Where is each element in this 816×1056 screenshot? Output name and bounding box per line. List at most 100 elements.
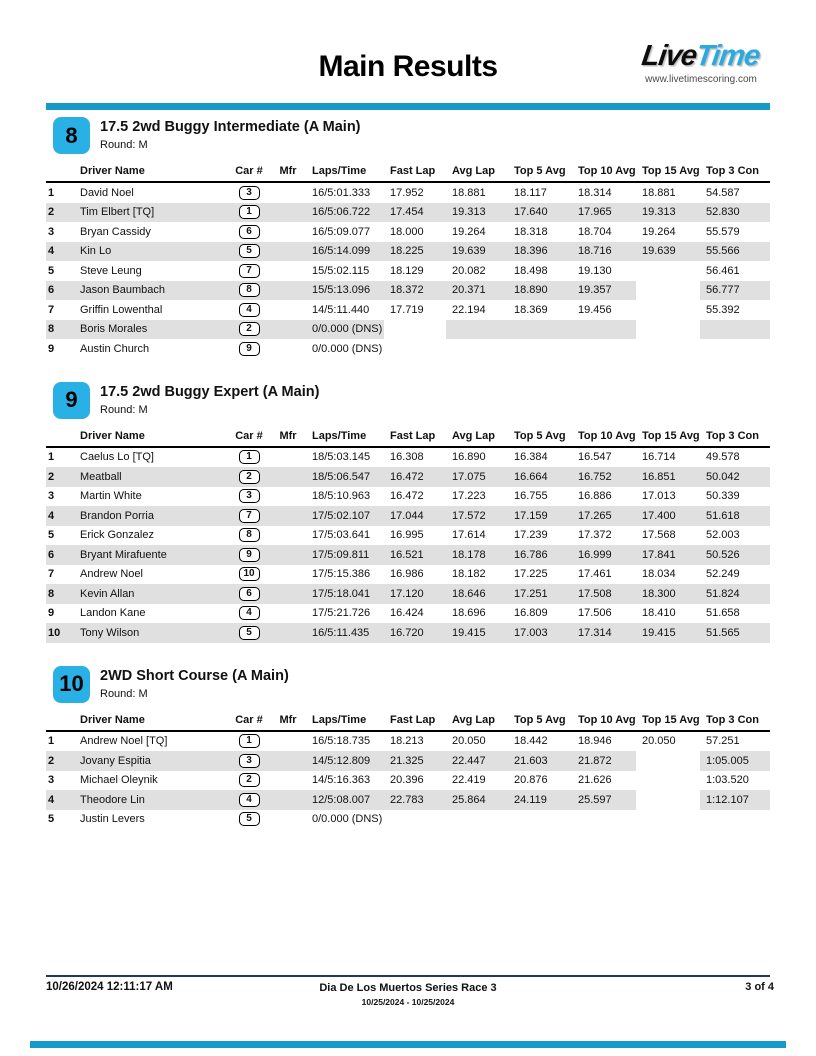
table-row: 1 David Noel 3 16/5:01.333 17.952 18.881 18.11… — [46, 182, 770, 203]
column-header-avg: Avg Lap — [446, 163, 508, 183]
mfr-cell — [270, 623, 306, 643]
car-cell: 3 — [228, 751, 270, 771]
fast-cell: 20.396 — [390, 774, 424, 787]
top5-cell: 16.664 — [508, 467, 572, 487]
mfr-cell — [270, 222, 306, 242]
fast-cell: 16.424 — [390, 607, 424, 620]
avg-cell: 17.614 — [452, 529, 486, 542]
car-number-badge: 8 — [238, 528, 260, 543]
top15-cell — [636, 280, 700, 300]
fast-cell: 18.225 — [384, 241, 446, 261]
section-title: 17.5 2wd Buggy Intermediate (A Main) — [100, 119, 361, 135]
top3-cell: 57.251 — [706, 735, 740, 748]
avg-cell: 19.415 — [446, 623, 508, 643]
column-header-top15: Top 15 Avg — [636, 711, 700, 732]
column-header-top5: Top 5 Avg — [508, 163, 572, 183]
laps-cell: 17/5:03.641 — [312, 529, 371, 542]
footer-event-name: Dia De Los Muertos Series Race 3 — [319, 982, 497, 994]
car-number-badge: 3 — [238, 489, 260, 504]
table-row: 10 Tony Wilson 5 16/5:11.435 16.720 19.415 17.… — [46, 623, 770, 643]
laps-cell: 18/5:03.145 — [312, 451, 371, 464]
avg-cell: 20.082 — [452, 264, 486, 277]
mfr-cell — [270, 261, 306, 281]
footer-print-timestamp: 10/26/2024 12:11:17 AM — [46, 981, 173, 993]
fast-cell: 17.719 — [390, 303, 424, 316]
laps-cell: 0/0.000 (DNS) — [306, 319, 384, 339]
driver-cell: Martin White — [80, 490, 142, 503]
top5-cell — [508, 319, 572, 339]
fast-cell: 18.213 — [390, 735, 424, 748]
top5-cell: 17.159 — [508, 506, 572, 526]
results-area: 8 17.5 2wd Buggy Intermediate (A Main) Rou… — [46, 116, 770, 851]
top15-cell: 17.013 — [642, 490, 676, 503]
fast-cell: 18.372 — [384, 280, 446, 300]
column-header-fast: Fast Lap — [384, 163, 446, 183]
avg-cell: 22.194 — [452, 303, 486, 316]
mfr-cell — [270, 319, 306, 339]
mfr-cell — [270, 565, 306, 585]
top15-cell — [636, 790, 700, 810]
table-row: 6 Jason Baumbach 8 15/5:13.096 18.372 20.371 1… — [46, 280, 770, 300]
table-row: 4 Kin Lo 5 16/5:14.099 18.225 19.639 18.396 18.… — [46, 241, 770, 261]
top10-cell: 18.704 — [578, 225, 612, 238]
top5-cell — [508, 810, 572, 830]
top15-cell — [636, 751, 700, 771]
avg-cell: 19.639 — [446, 241, 508, 261]
car-cell: 6 — [228, 584, 270, 604]
top15-cell — [636, 339, 700, 359]
car-cell: 9 — [228, 545, 270, 565]
fast-cell: 16.720 — [384, 623, 446, 643]
table-row: 4 Brandon Porria 7 17/5:02.107 17.044 17.572 1… — [46, 506, 770, 526]
position-cell: 5 — [48, 264, 55, 277]
logo-live-text: Live — [640, 40, 699, 72]
mfr-cell — [270, 810, 306, 830]
car-cell: 3 — [228, 487, 270, 507]
table-header-row: Driver Name Car # Mfr Laps/Time Fast Lap Avg … — [46, 427, 770, 448]
driver-cell: Austin Church — [80, 342, 150, 355]
fast-cell: 16.308 — [390, 451, 424, 464]
top10-cell: 19.130 — [578, 264, 612, 277]
laps-cell: 17/5:02.107 — [306, 506, 384, 526]
laps-cell: 14/5:11.440 — [312, 303, 370, 316]
avg-cell: 18.881 — [452, 186, 486, 199]
section-number-badge: 10 — [53, 665, 90, 703]
car-cell: 3 — [228, 182, 270, 203]
fast-cell: 16.986 — [390, 568, 424, 581]
position-cell: 3 — [48, 490, 55, 503]
top5-cell: 16.809 — [514, 607, 548, 620]
driver-cell: David Noel — [80, 186, 134, 199]
avg-cell: 19.264 — [452, 225, 486, 238]
avg-cell: 19.313 — [446, 202, 508, 222]
top5-cell: 16.786 — [508, 545, 572, 565]
driver-cell: Justin Levers — [80, 813, 145, 826]
top5-cell: 17.225 — [514, 568, 548, 581]
mfr-cell — [270, 202, 306, 222]
column-header-driver: Driver Name — [78, 427, 228, 448]
top10-cell: 21.626 — [578, 774, 612, 787]
top10-cell — [572, 810, 636, 830]
driver-cell: Boris Morales — [78, 319, 228, 339]
top5-cell — [508, 339, 572, 359]
fast-cell: 16.472 — [390, 490, 424, 503]
page-title: Main Results — [318, 50, 498, 83]
table-row: 6 Bryant Mirafuente 9 17/5:09.811 16.521 18.1… — [46, 545, 770, 565]
top5-cell: 18.442 — [514, 735, 548, 748]
driver-cell: Bryant Mirafuente — [78, 545, 228, 565]
laps-cell: 16/5:14.099 — [306, 241, 384, 261]
top10-cell — [572, 339, 636, 359]
table-row: 2 Tim Elbert [TQ] 1 16/5:06.722 17.454 19.313… — [46, 202, 770, 222]
position-cell: 3 — [48, 774, 55, 787]
top10-cell: 19.456 — [578, 303, 612, 316]
car-number-badge: 7 — [238, 508, 260, 523]
mfr-cell — [270, 241, 306, 261]
laps-cell: 16/5:09.077 — [312, 225, 371, 238]
driver-cell: Brandon Porria — [78, 506, 228, 526]
car-number-badge: 1 — [238, 734, 260, 749]
fast-cell: 16.472 — [384, 467, 446, 487]
driver-cell: Michael Oleynik — [80, 774, 158, 787]
laps-cell: 17/5:15.386 — [312, 568, 371, 581]
driver-cell: Kevin Allan — [78, 584, 228, 604]
livetime-logo-text: LiveTime — [640, 40, 762, 73]
table-row: 3 Michael Oleynik 2 14/5:16.363 20.396 22.419… — [46, 771, 770, 791]
fast-cell — [384, 319, 446, 339]
